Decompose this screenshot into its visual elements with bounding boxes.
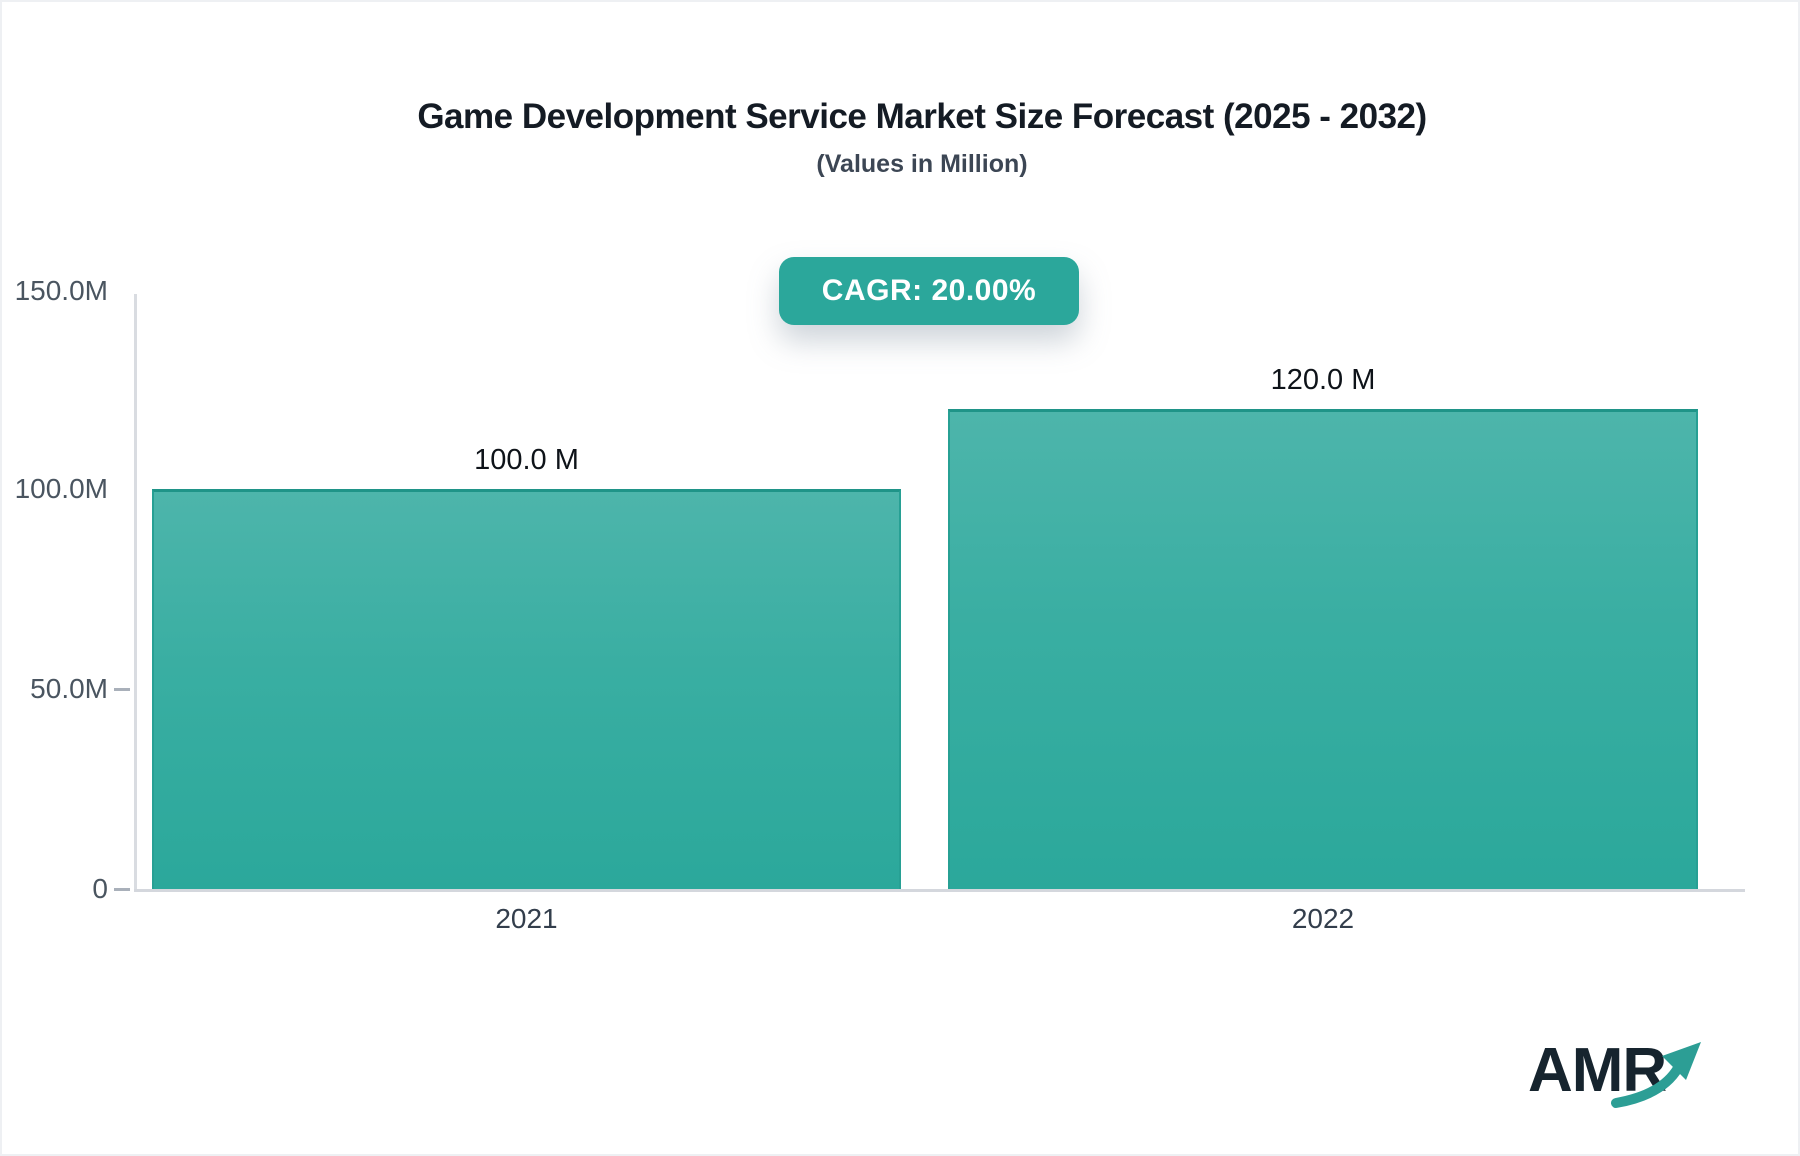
amr-logo-arrow-head [1662, 1042, 1701, 1080]
bar-2021 [152, 489, 901, 889]
x-axis-label-2021: 2021 [495, 903, 558, 934]
y-tick-label-50m: 50.0M [30, 673, 108, 704]
x-axis-label-2022: 2022 [1291, 903, 1355, 934]
y-tick-label-150m: 150.0M [14, 275, 108, 306]
bar-value-label-2022: 120.0 M [1270, 364, 1376, 396]
y-axis-line [134, 294, 137, 892]
amr-logo-arrow-swoosh [1611, 1063, 1683, 1108]
y-tick-label-100m: 100.0M [14, 473, 108, 504]
bar-value-label-2021: 100.0 M [474, 444, 579, 476]
chart-subtitle: (Values in Million) [816, 150, 1028, 178]
cagr-badge: CAGR: 20.00% [779, 257, 1079, 325]
bar-group-2021: 100.0 M 2021 [152, 289, 901, 934]
chart-title: Game Development Service Market Size For… [417, 97, 1427, 136]
amr-logo: AMR [1518, 1018, 1728, 1118]
bar-group-2022: 120.0 M 2022 [948, 289, 1698, 934]
y-tick-mark-0 [114, 888, 130, 891]
bar-2022 [948, 409, 1698, 889]
y-tick-mark-50m [114, 688, 130, 691]
x-axis-line [134, 889, 1745, 892]
y-tick-label-0: 0 [92, 873, 108, 904]
